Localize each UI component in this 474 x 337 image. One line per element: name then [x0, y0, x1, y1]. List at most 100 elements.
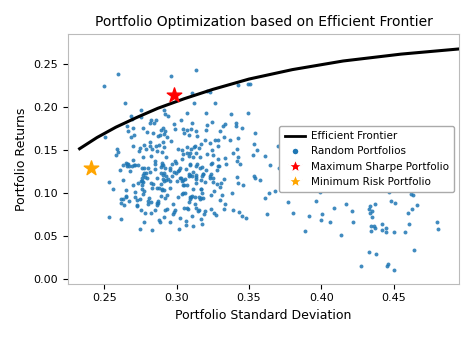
Point [378, 227, 385, 232]
Point [250, 173, 258, 179]
Point [216, 164, 223, 169]
Point [210, 189, 218, 194]
Point [183, 144, 191, 150]
Point [123, 123, 130, 128]
Point [235, 180, 242, 185]
Point [180, 190, 187, 196]
Point [166, 165, 173, 171]
Point [238, 214, 246, 219]
Point [410, 192, 417, 198]
Point [164, 176, 172, 182]
Point [190, 154, 197, 160]
Point [152, 158, 159, 163]
Point [186, 197, 194, 202]
Point [196, 196, 203, 202]
Point [262, 154, 269, 159]
Point [198, 195, 205, 201]
Point [195, 194, 203, 200]
Point [122, 194, 130, 200]
Point [312, 198, 320, 204]
Point [379, 173, 387, 178]
Point [200, 171, 207, 177]
Point [242, 215, 249, 220]
Point [365, 250, 373, 255]
Point [138, 176, 146, 181]
Point [202, 128, 210, 133]
Point [372, 225, 379, 231]
Point [166, 185, 174, 190]
Point [186, 172, 194, 178]
Point [136, 196, 144, 202]
Point [206, 175, 214, 180]
Point [400, 183, 407, 188]
Point [401, 229, 409, 235]
Point [384, 262, 392, 267]
Point [370, 157, 378, 162]
Point [172, 170, 179, 176]
Point [175, 226, 182, 232]
Point [147, 154, 155, 159]
Point [139, 179, 147, 185]
Point [235, 210, 243, 215]
Point [368, 209, 376, 214]
Point [172, 161, 179, 166]
Point [235, 135, 242, 141]
Point [162, 207, 169, 212]
Title: Portfolio Optimization based on Efficient Frontier: Portfolio Optimization based on Efficien… [95, 15, 432, 29]
Point [378, 221, 386, 226]
Point [160, 170, 167, 176]
Point [191, 194, 199, 200]
Point [155, 218, 163, 223]
Point [171, 126, 179, 132]
Point [132, 189, 139, 194]
Point [185, 172, 193, 177]
Point [182, 177, 189, 182]
Point [146, 120, 154, 125]
Point [186, 132, 193, 137]
Point [198, 186, 205, 191]
Point [212, 100, 219, 105]
Point [217, 180, 224, 185]
Point [118, 201, 125, 206]
Point [266, 162, 274, 168]
Point [153, 176, 161, 181]
Point [206, 89, 214, 95]
Point [123, 194, 130, 199]
Point [192, 177, 200, 182]
Point [198, 142, 205, 147]
Point [173, 195, 181, 200]
Point [183, 183, 191, 188]
Point [374, 175, 382, 180]
Point [146, 139, 154, 144]
Point [199, 195, 207, 201]
Point [143, 129, 151, 135]
Point [125, 129, 132, 134]
Point [123, 161, 130, 166]
Point [142, 170, 149, 175]
Point [365, 207, 373, 212]
Point [194, 208, 202, 213]
Point [121, 100, 129, 105]
Point [176, 176, 184, 181]
Point [207, 141, 214, 146]
Point [201, 137, 209, 143]
Point [434, 219, 441, 225]
Point [183, 127, 191, 133]
Point [157, 164, 165, 170]
Point [140, 165, 148, 171]
Point [137, 226, 144, 232]
Point [148, 228, 155, 233]
Point [127, 113, 134, 119]
Point [251, 131, 259, 136]
Point [152, 166, 159, 171]
Point [187, 161, 194, 167]
Point [366, 203, 374, 209]
Point [116, 168, 124, 173]
Point [192, 150, 200, 156]
Point [148, 185, 155, 191]
Point [335, 182, 343, 187]
Point [130, 162, 137, 167]
Point [161, 108, 168, 113]
Point [160, 187, 168, 192]
Point [163, 134, 171, 140]
